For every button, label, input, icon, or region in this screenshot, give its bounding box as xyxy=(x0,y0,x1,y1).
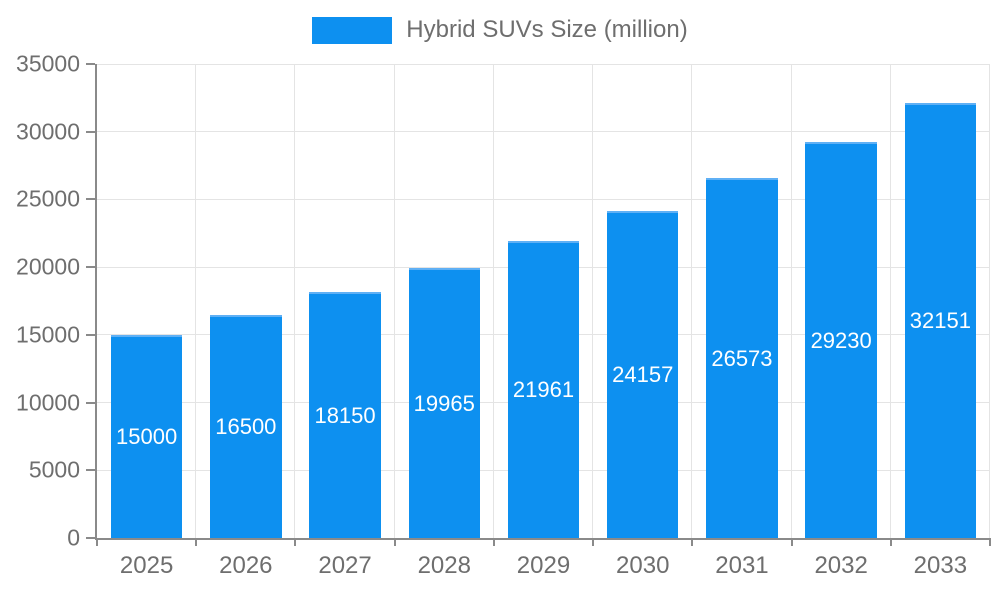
x-tick xyxy=(989,538,991,546)
x-tick xyxy=(492,538,495,546)
x-axis-label: 2028 xyxy=(417,552,471,579)
x-axis-label: 2027 xyxy=(318,552,372,579)
x-axis-label: 2029 xyxy=(516,552,571,579)
x-axis-line xyxy=(95,538,990,540)
bar[interactable]: 32151 xyxy=(904,102,977,538)
y-axis-label: 0 xyxy=(67,524,80,551)
y-gridline xyxy=(97,131,990,133)
y-tick xyxy=(86,63,95,65)
x-tick xyxy=(790,538,793,546)
x-gridline xyxy=(790,64,792,538)
x-gridline xyxy=(592,64,594,538)
x-gridline xyxy=(492,64,494,538)
bar-value-label: 24157 xyxy=(612,362,674,388)
bar-value-label: 18150 xyxy=(314,403,376,429)
y-axis-label: 25000 xyxy=(16,185,80,212)
x-axis-label: 2031 xyxy=(715,552,769,579)
bar[interactable]: 29230 xyxy=(805,142,877,538)
y-axis-label: 30000 xyxy=(16,118,80,145)
x-gridline xyxy=(195,64,197,538)
y-tick xyxy=(86,333,95,336)
x-gridline xyxy=(691,64,693,538)
y-tick xyxy=(86,266,95,269)
y-tick xyxy=(86,469,95,472)
bar[interactable]: 19965 xyxy=(408,267,480,538)
legend-item[interactable]: Hybrid SUVs Size (million) xyxy=(312,16,688,44)
y-tick xyxy=(86,401,95,404)
x-gridline xyxy=(294,64,296,538)
y-gridline xyxy=(97,63,990,65)
bar[interactable]: 21961 xyxy=(507,240,580,538)
x-tick xyxy=(294,538,297,546)
x-axis-label: 2032 xyxy=(814,552,868,579)
x-axis-label: 2033 xyxy=(913,552,968,579)
y-axis-label: 10000 xyxy=(16,389,80,416)
x-axis-label: 2025 xyxy=(119,552,174,579)
y-tick xyxy=(86,198,95,201)
bar-value-label: 16500 xyxy=(215,414,277,440)
x-gridline xyxy=(393,64,395,538)
x-tick xyxy=(195,538,198,546)
bar[interactable]: 24157 xyxy=(607,210,679,538)
y-axis-line xyxy=(95,64,97,540)
legend: Hybrid SUVs Size (million) xyxy=(0,16,1000,44)
x-tick xyxy=(393,538,396,546)
x-gridline xyxy=(989,64,990,538)
y-axis-label: 35000 xyxy=(16,50,80,77)
bar-value-label: 19965 xyxy=(413,390,475,416)
plot-area: 0 5000 10000 15000 20000 25000 30000 35000 15000… xyxy=(16,51,991,579)
y-axis-label: 20000 xyxy=(16,253,80,280)
x-axis-label: 2030 xyxy=(616,552,670,579)
bar-value-label: 26573 xyxy=(711,346,773,372)
bar-value-label: 15000 xyxy=(116,424,178,450)
legend-swatch-icon xyxy=(312,16,393,44)
y-axis-label: 15000 xyxy=(16,321,80,348)
legend-label: Hybrid SUVs Size (million) xyxy=(406,16,688,43)
y-axis-label: 5000 xyxy=(28,456,80,483)
x-tick xyxy=(691,538,694,546)
y-gridline xyxy=(97,198,990,200)
y-tick xyxy=(86,130,95,133)
bar-value-label: 29230 xyxy=(810,328,872,354)
x-tick xyxy=(889,538,892,546)
bar-value-label: 32151 xyxy=(909,308,971,334)
bar[interactable]: 26573 xyxy=(706,178,778,538)
y-tick xyxy=(86,537,95,539)
x-axis-label: 2026 xyxy=(219,552,273,579)
bar[interactable]: 18150 xyxy=(309,292,381,538)
x-tick xyxy=(96,538,98,546)
bar[interactable]: 15000 xyxy=(110,334,183,538)
bar[interactable]: 16500 xyxy=(210,314,282,538)
x-gridline xyxy=(889,64,891,538)
bar-value-label: 21961 xyxy=(512,377,575,403)
x-tick xyxy=(592,538,595,546)
